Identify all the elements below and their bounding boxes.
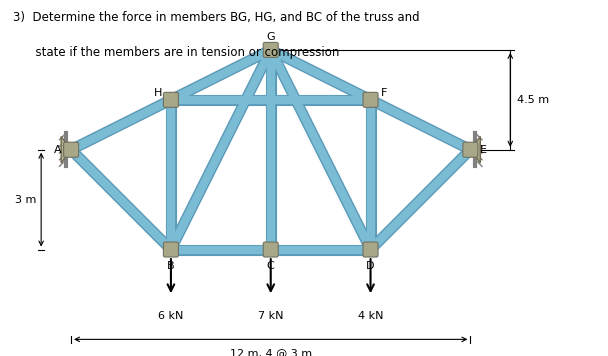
Text: H: H	[153, 88, 162, 98]
FancyBboxPatch shape	[263, 242, 278, 257]
Text: 4.5 m: 4.5 m	[517, 95, 549, 105]
Text: 3 m: 3 m	[15, 195, 36, 205]
Text: B: B	[167, 261, 174, 271]
FancyBboxPatch shape	[363, 92, 378, 107]
Text: 12 m, 4 @ 3 m: 12 m, 4 @ 3 m	[230, 348, 312, 356]
Text: 4 kN: 4 kN	[358, 311, 383, 321]
FancyBboxPatch shape	[263, 42, 278, 57]
FancyBboxPatch shape	[64, 142, 78, 157]
FancyBboxPatch shape	[164, 242, 178, 257]
Polygon shape	[61, 136, 71, 163]
Text: F: F	[381, 88, 387, 98]
Text: 6 kN: 6 kN	[158, 311, 184, 321]
Text: A: A	[54, 145, 61, 155]
FancyBboxPatch shape	[363, 242, 378, 257]
Text: D: D	[366, 261, 375, 271]
Text: 3)  Determine the force in members BG, HG, and BC of the truss and: 3) Determine the force in members BG, HG…	[13, 11, 420, 24]
Text: E: E	[480, 145, 487, 155]
Text: G: G	[266, 32, 275, 42]
Polygon shape	[471, 136, 480, 163]
FancyBboxPatch shape	[463, 142, 478, 157]
FancyBboxPatch shape	[164, 92, 178, 107]
Text: C: C	[267, 261, 275, 271]
Text: state if the members are in tension or compression: state if the members are in tension or c…	[13, 46, 340, 59]
Text: 7 kN: 7 kN	[258, 311, 283, 321]
